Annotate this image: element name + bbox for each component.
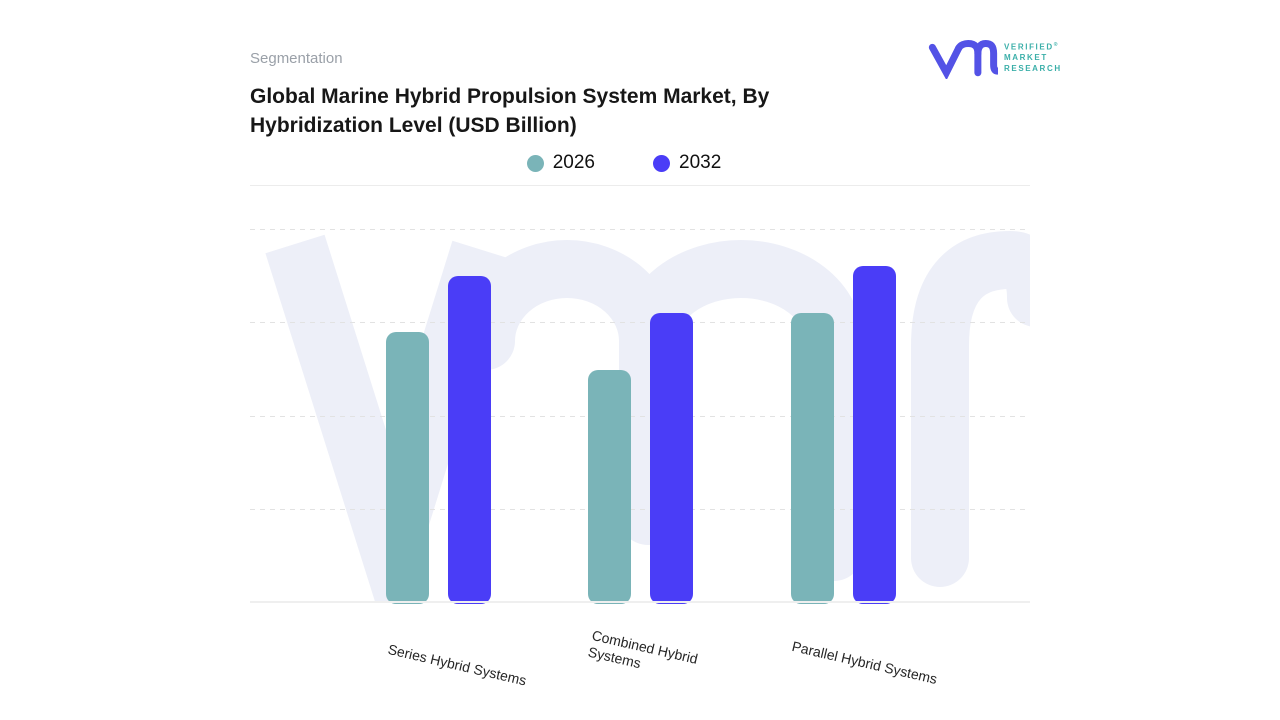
chart-legend: 2026 2032 (234, 150, 1014, 176)
vmr-logo-wordmark: VERIFIED® MARKET RESEARCH (1004, 40, 1062, 74)
gridline (250, 322, 1030, 323)
gridline (250, 229, 1030, 230)
vmr-logo: VERIFIED® MARKET RESEARCH (928, 34, 1078, 80)
bars-layer (250, 186, 1030, 604)
chart-title: Global Marine Hybrid Propulsion System M… (250, 82, 890, 140)
gridline (250, 416, 1030, 417)
bar-2026-parallel-hybrid-systems[interactable] (791, 313, 834, 604)
legend-label-2032: 2032 (679, 152, 722, 173)
x-axis-label-series-hybrid: Series Hybrid Systems (386, 641, 528, 689)
legend-item-2032[interactable]: 2032 (653, 152, 721, 174)
registered-trademark-icon: ® (1053, 41, 1058, 48)
chart-title-line2: Hybridization Level (USD Billion) (250, 114, 577, 137)
logo-word-market: MARKET (1004, 53, 1048, 63)
bar-2032-combined-hybrid[interactable] (650, 313, 693, 604)
logo-word-research: RESEARCH (1004, 63, 1062, 73)
legend-item-2026[interactable]: 2026 (526, 152, 595, 174)
plot-area: Series Hybrid Systems Combined Hybrid Sy… (250, 185, 1030, 688)
bar-2032-series-hybrid-systems[interactable] (448, 276, 491, 604)
x-axis-label-combined-hybrid: Combined Hybrid Systems (586, 627, 700, 672)
segmentation-label: Segmentation (250, 50, 343, 67)
legend-label-2026: 2026 (552, 152, 595, 173)
legend-dot-2026-icon (526, 154, 544, 172)
gridline (250, 509, 1030, 510)
vmr-logo-mark-icon (928, 39, 998, 79)
x-axis-label-parallel-hybrid: Parallel Hybrid Systems (790, 638, 939, 688)
bar-2032-parallel-hybrid-systems[interactable] (853, 266, 896, 604)
bar-2026-combined-hybrid[interactable] (588, 370, 631, 604)
logo-word-verified: VERIFIED® (1004, 41, 1058, 52)
chart-title-line1: Global Marine Hybrid Propulsion System M… (250, 85, 770, 108)
bar-2026-series-hybrid-systems[interactable] (386, 332, 429, 604)
legend-dot-2032-icon (653, 154, 670, 172)
x-axis-line (250, 601, 1030, 603)
